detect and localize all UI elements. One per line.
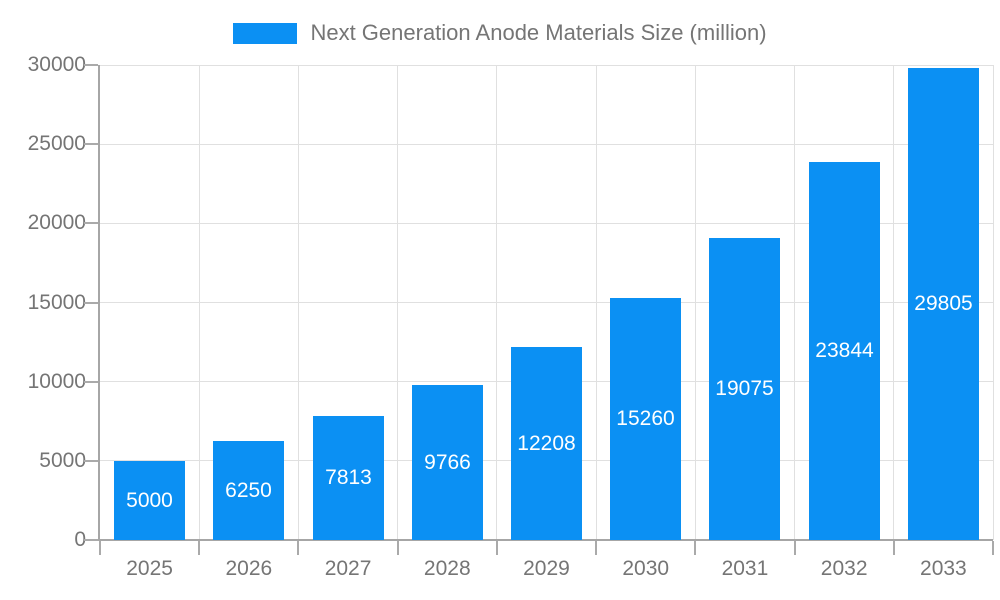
y-axis-label: 0 [74,528,86,551]
y-gridline [100,302,993,303]
bar-value-label: 19075 [715,377,774,400]
y-axis-label: 10000 [27,369,86,393]
x-gridline [893,65,895,540]
x-axis-tick [396,541,399,555]
x-axis-tick [495,541,498,555]
x-axis-label-2029: 2029 [523,557,570,580]
x-gridline [198,65,200,540]
x-axis-label-2027: 2027 [324,557,372,580]
x-axis-tick [595,541,598,555]
legend-label: Next Generation Anode Materials Size (mi… [310,20,767,45]
x-gridline [992,65,994,540]
bar-value-label: 9766 [424,450,471,474]
bar-value-label: 5000 [126,488,173,512]
bar-value-label: 23844 [815,339,874,362]
x-axis-label-2026: 2026 [225,557,273,580]
bar-2025[interactable]: 5000 [114,461,185,540]
y-axis-tick [84,539,98,541]
bar-value-label: 6250 [225,478,272,502]
bar-2031[interactable]: 19075 [709,238,780,540]
y-axis-tick [84,459,98,462]
y-axis-tick [84,222,98,225]
x-gridline [297,65,299,540]
x-axis-line [98,539,993,541]
x-axis-tick [793,541,796,555]
bar-value-label: 29805 [914,292,973,315]
bar-2033[interactable]: 29805 [908,68,979,540]
x-gridline [397,65,399,540]
x-gridline [595,65,597,540]
bar-2029[interactable]: 12208 [511,347,582,540]
bar-2026[interactable]: 6250 [213,441,284,540]
x-axis-label-2030: 2030 [622,557,670,580]
bar-2030[interactable]: 15260 [610,298,681,540]
y-axis-tick [84,380,98,383]
x-axis-tick [297,541,300,555]
bar-2032[interactable]: 23844 [809,162,880,540]
x-gridline [694,65,696,540]
x-axis-label-2028: 2028 [423,557,471,580]
y-axis-label: 30000 [27,53,86,76]
y-axis-label: 20000 [27,211,86,235]
bar-value-label: 7813 [325,466,372,489]
y-axis-tick [84,301,98,304]
x-axis-label-2031: 2031 [721,557,769,580]
bar-2028[interactable]: 9766 [412,385,483,540]
x-axis-tick [992,541,994,555]
bar-2027[interactable]: 7813 [313,416,384,540]
x-axis-tick [198,541,201,555]
y-axis-line [98,65,100,540]
y-gridline [100,143,993,145]
x-axis-tick [694,541,697,555]
legend[interactable]: Next Generation Anode Materials Size (mi… [0,19,1000,47]
x-axis-label-2032: 2032 [820,557,868,580]
bar-value-label: 15260 [616,407,675,430]
y-gridline [100,222,993,224]
plot-area: 0 5000 10000 15000 20000 25000 30000 5000 2025 62… [28,53,994,580]
y-axis-tick [84,143,98,146]
legend-swatch-icon [233,22,298,44]
bar-value-label: 12208 [517,431,576,455]
x-gridline [496,65,498,540]
x-axis-label-2033: 2033 [920,557,967,580]
x-gridline [794,65,796,540]
y-axis-label: 5000 [39,448,86,472]
x-axis-tick [892,541,895,555]
y-gridline [100,64,993,66]
y-axis-label: 15000 [27,290,86,314]
y-axis-label: 25000 [27,132,86,156]
x-axis-label-2025: 2025 [126,557,173,580]
y-axis-tick [84,64,98,66]
x-axis-tick [99,541,101,555]
